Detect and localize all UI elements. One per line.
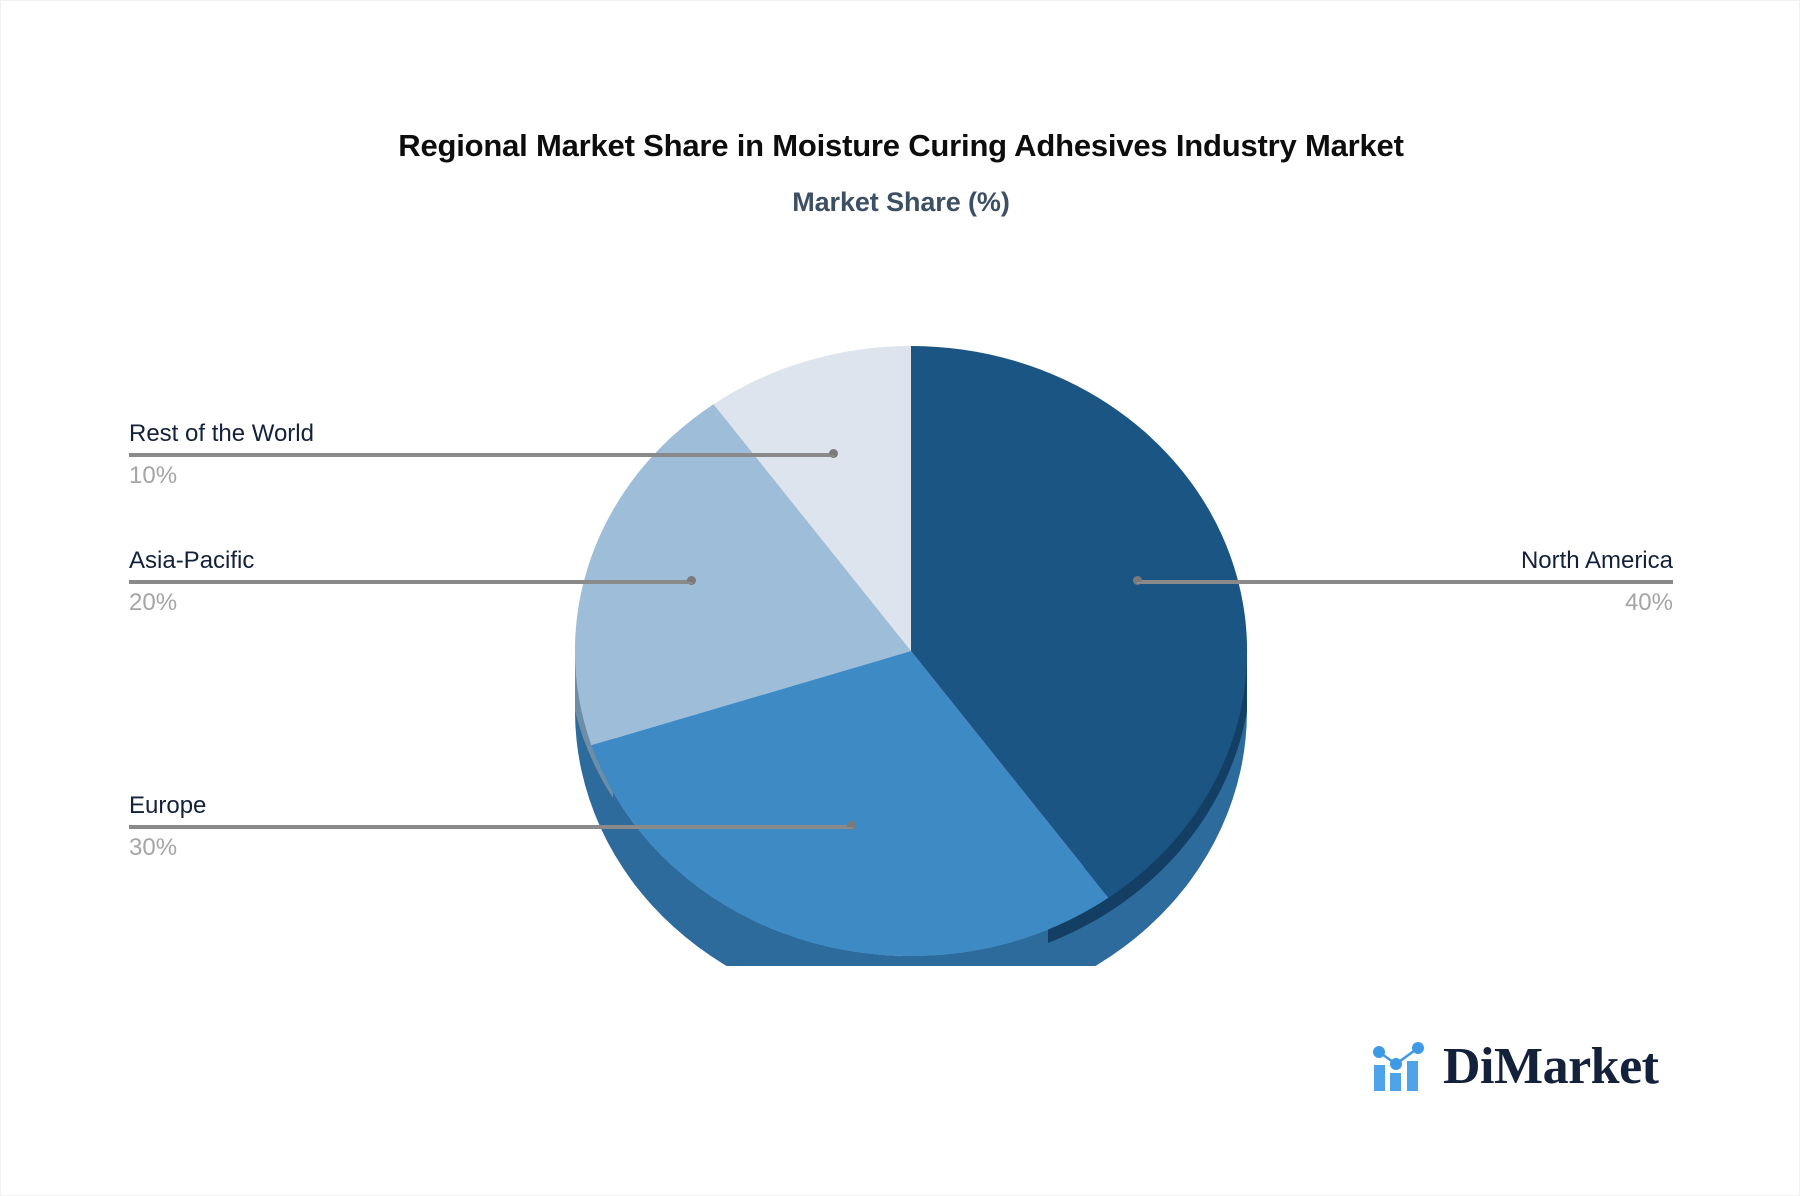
slice-rest-of-the-world[interactable] <box>713 346 912 651</box>
callout-value-rest-of-the-world: 10% <box>129 462 178 489</box>
leader-line-europe <box>129 825 851 827</box>
callout-label-north-america: North America <box>1520 547 1673 574</box>
callout-label-asia-pacific: Asia-Pacific <box>129 547 255 574</box>
chart-title: Regional Market Share in Moisture Curing… <box>398 128 1404 163</box>
callout-north-america: North America 40% <box>1137 546 1673 618</box>
leader-dot-north-america <box>1133 576 1142 585</box>
leader-dot-europe <box>847 821 856 830</box>
slice-asia-pacific[interactable] <box>574 404 911 746</box>
slice-europe[interactable] <box>591 651 1109 957</box>
pie-top-face <box>574 346 1248 957</box>
callout-europe: Europe 30% <box>129 791 853 863</box>
callout-value-north-america: 40% <box>1624 589 1673 616</box>
callout-label-europe: Europe <box>129 792 207 819</box>
brand-name: DiMarket <box>1443 1038 1659 1095</box>
bar-chart-icon <box>1373 1042 1424 1091</box>
callout-rule-asia-pacific <box>129 582 693 584</box>
leader-dot-asia-pacific <box>687 576 696 585</box>
callout-value-asia-pacific: 20% <box>129 589 178 616</box>
callout-label-rest-of-the-world: Rest of the World <box>129 420 314 447</box>
callout-asia-pacific: Asia-Pacific 20% <box>129 546 693 618</box>
callout-rest-of-the-world: Rest of the World 10% <box>129 419 835 491</box>
pie-chart <box>561 346 1261 966</box>
callout-rule-rest-of-the-world <box>129 455 835 457</box>
leader-line-asia-pacific <box>129 580 691 582</box>
callout-rule-north-america <box>1137 582 1673 584</box>
pie-svg <box>574 346 1248 966</box>
callout-rule-europe <box>129 827 853 829</box>
callout-value-europe: 30% <box>129 834 178 861</box>
slice-north-america[interactable] <box>911 346 1248 898</box>
leader-line-rest-of-the-world <box>129 453 833 455</box>
chart-subtitle: Market Share (%) <box>792 187 1010 217</box>
leader-dot-rest-of-the-world <box>829 449 838 458</box>
leader-line-north-america <box>1137 580 1673 582</box>
brand-logo: DiMarket <box>1371 1038 1659 1095</box>
